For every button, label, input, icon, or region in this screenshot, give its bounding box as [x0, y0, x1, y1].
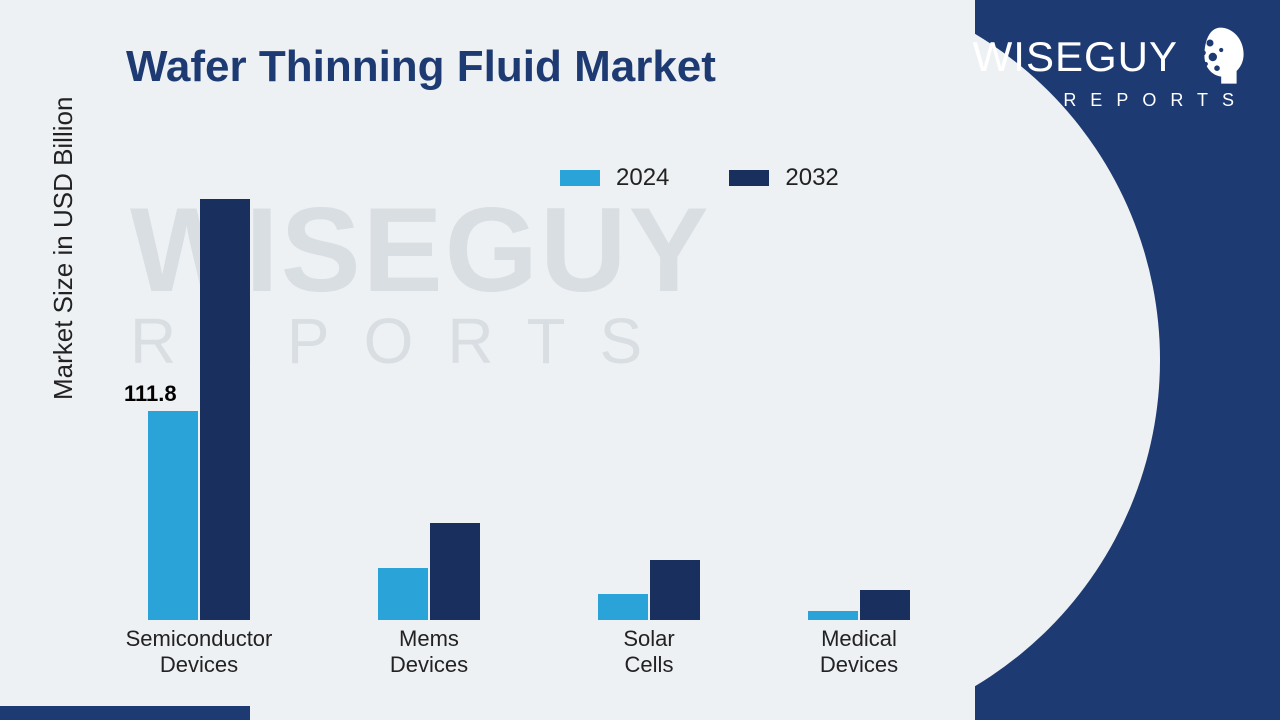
legend: 2024 2032 — [560, 164, 839, 192]
bar-group — [378, 523, 480, 620]
bar — [148, 411, 198, 620]
x-axis-label: SolarCells — [559, 620, 739, 679]
bar — [808, 611, 858, 620]
legend-item-2032: 2032 — [729, 164, 838, 192]
legend-label-2024: 2024 — [616, 164, 669, 192]
bar-group — [808, 590, 910, 620]
x-axis-label: MemsDevices — [339, 620, 519, 679]
bottom-accent-strip — [0, 706, 250, 720]
bar — [200, 199, 250, 620]
bar-group — [148, 199, 250, 620]
legend-item-2024: 2024 — [560, 164, 669, 192]
x-axis-label: SemiconductorDevices — [109, 620, 289, 679]
brand-subtitle: REPORTS — [973, 90, 1252, 111]
bar — [650, 560, 700, 620]
brand-logo: WISEGUY REPORTS — [973, 22, 1252, 111]
bar — [430, 523, 480, 620]
legend-label-2032: 2032 — [785, 164, 838, 192]
bar-group — [598, 560, 700, 620]
brand-name: WISEGUY — [973, 33, 1178, 81]
bar — [860, 590, 910, 620]
bar — [598, 594, 648, 620]
x-axis-label: MedicalDevices — [769, 620, 949, 679]
head-icon — [1182, 22, 1252, 92]
legend-swatch-2024 — [560, 170, 600, 186]
bar-chart: 111.8SemiconductorDevicesMemsDevicesSola… — [108, 190, 948, 620]
legend-swatch-2032 — [729, 170, 769, 186]
bar — [378, 568, 428, 620]
y-axis-label: Market Size in USD Billion — [48, 97, 79, 400]
page-title: Wafer Thinning Fluid Market — [126, 42, 716, 92]
